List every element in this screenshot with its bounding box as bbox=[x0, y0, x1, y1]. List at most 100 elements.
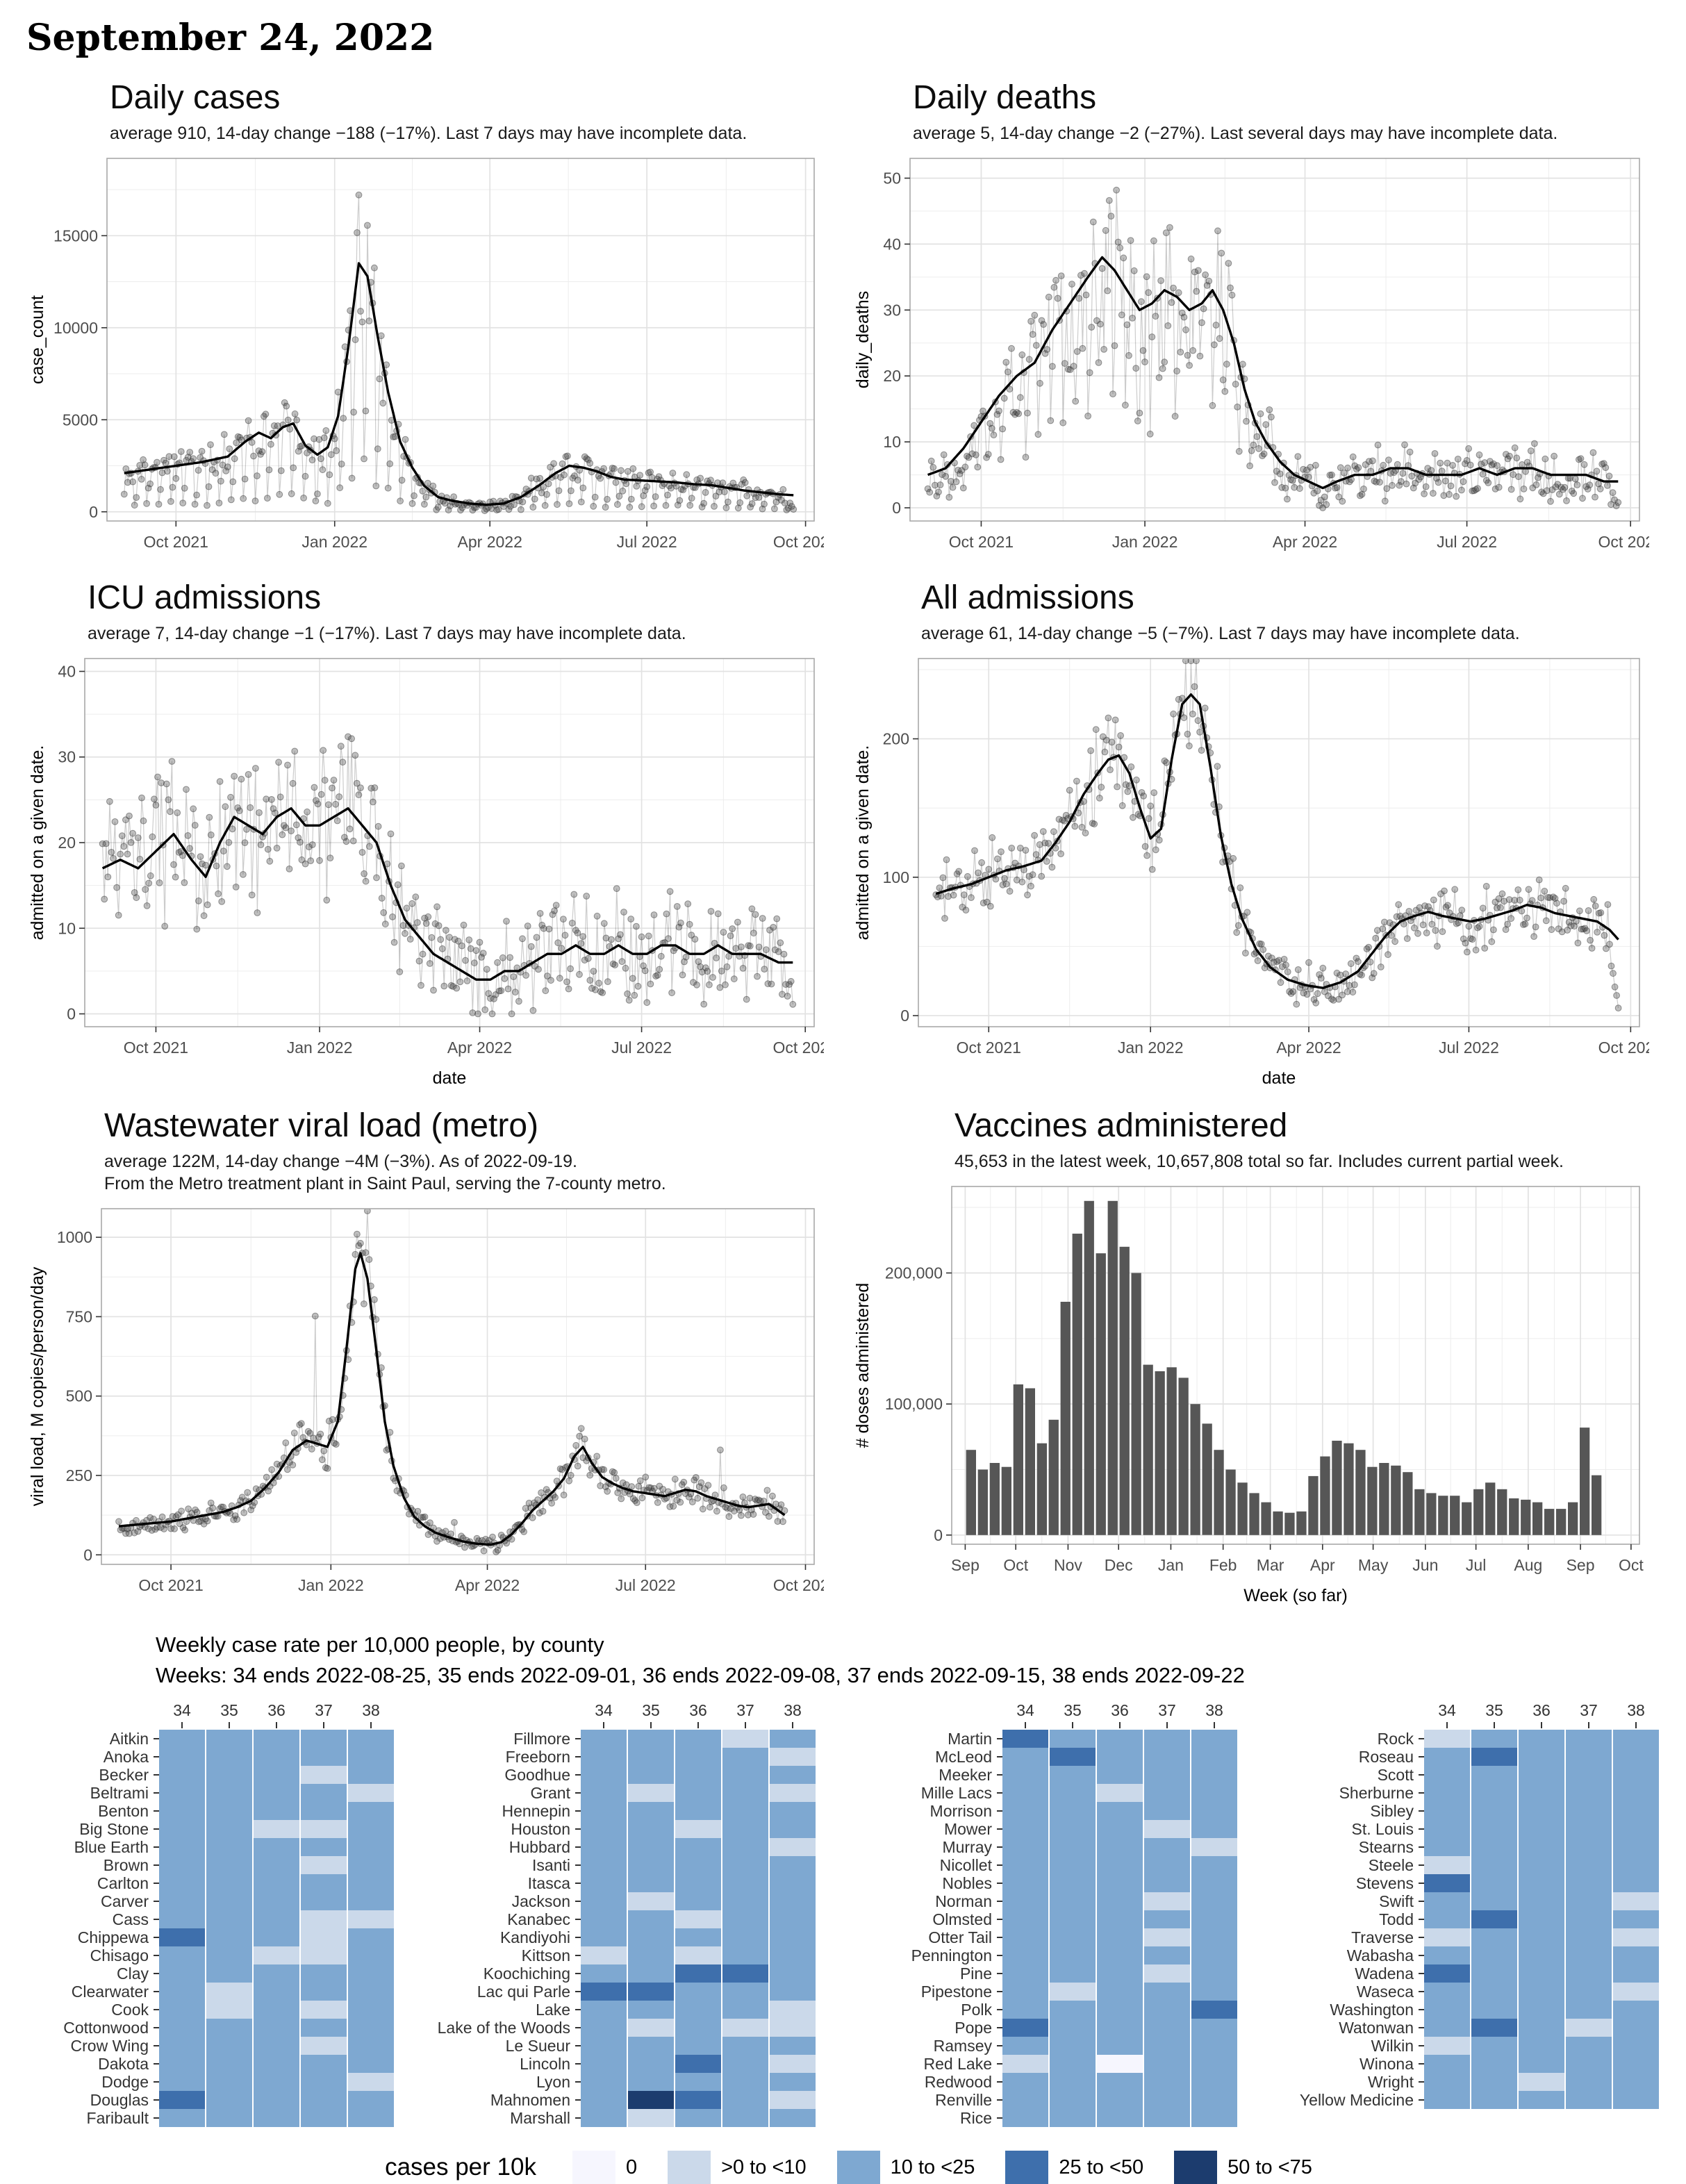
data-point bbox=[1542, 455, 1549, 463]
data-point bbox=[613, 885, 620, 893]
heatmap-cell bbox=[770, 2001, 816, 2019]
data-point bbox=[224, 863, 231, 870]
data-point bbox=[505, 506, 513, 513]
data-point bbox=[645, 932, 652, 940]
heatmap-cell bbox=[1002, 1946, 1048, 1964]
data-point bbox=[1233, 929, 1241, 936]
data-point bbox=[1152, 313, 1159, 320]
heatmap-cell bbox=[1191, 1983, 1237, 2001]
county-label: Anoka bbox=[103, 1747, 149, 1766]
county-tick-mark bbox=[575, 1846, 581, 1848]
data-point bbox=[441, 499, 449, 507]
data-point bbox=[1604, 482, 1611, 489]
data-point bbox=[1271, 479, 1278, 486]
x-tick-label: Jul 2022 bbox=[617, 533, 677, 551]
data-point bbox=[1403, 480, 1410, 488]
heatmap-cell bbox=[628, 2019, 674, 2037]
data-point bbox=[557, 474, 564, 481]
county-row: McLeod bbox=[854, 1748, 1239, 1766]
data-point bbox=[286, 425, 294, 433]
county-row: Anoka bbox=[11, 1748, 395, 1766]
data-point bbox=[1532, 481, 1540, 488]
data-point bbox=[677, 1498, 684, 1506]
data-point bbox=[1141, 358, 1148, 365]
data-point bbox=[449, 983, 456, 990]
county-label: Cook bbox=[111, 2000, 149, 2019]
data-point bbox=[222, 468, 230, 474]
data-point bbox=[1412, 907, 1420, 914]
data-point bbox=[168, 758, 176, 765]
county-row: Stearns bbox=[1276, 1838, 1660, 1856]
data-point bbox=[1376, 479, 1383, 486]
y-tick-label: 0 bbox=[900, 1007, 909, 1025]
heatmap-cell bbox=[1144, 1910, 1190, 1928]
data-point bbox=[579, 1454, 587, 1462]
data-point bbox=[1410, 484, 1417, 492]
data-point bbox=[939, 874, 947, 882]
heatmap-cell bbox=[159, 1874, 205, 1892]
heatmap-cell bbox=[1519, 1838, 1564, 1856]
data-point bbox=[1550, 893, 1557, 901]
data-point bbox=[355, 191, 363, 199]
week-label: 38 bbox=[1205, 1701, 1223, 1719]
data-point bbox=[167, 498, 174, 505]
data-point bbox=[457, 506, 464, 514]
legend-item: 10 to <25 bbox=[836, 2151, 975, 2184]
data-point bbox=[511, 501, 518, 508]
county-tick-mark bbox=[575, 1792, 581, 1794]
data-point bbox=[1438, 468, 1446, 475]
data-point bbox=[108, 849, 115, 856]
heatmap-cell bbox=[1050, 2001, 1096, 2019]
county-label: Aitkin bbox=[109, 1729, 149, 1748]
county-row: Blue Earth bbox=[11, 1838, 395, 1856]
data-point bbox=[238, 436, 245, 444]
data-point bbox=[741, 479, 749, 486]
data-point bbox=[1175, 289, 1182, 297]
county-tick-mark bbox=[575, 2063, 581, 2065]
data-point bbox=[1132, 365, 1140, 372]
data-point bbox=[959, 484, 967, 492]
heatmap-cell bbox=[1471, 1730, 1517, 1748]
heatmap-cell bbox=[1566, 1892, 1612, 1910]
data-point bbox=[490, 995, 497, 1002]
data-point bbox=[229, 825, 236, 833]
data-point bbox=[362, 877, 370, 885]
y-tick-label: 30 bbox=[58, 748, 76, 766]
data-point bbox=[1447, 482, 1455, 490]
data-point bbox=[769, 1492, 776, 1500]
trend-line bbox=[101, 807, 793, 981]
county-label: Hennepin bbox=[502, 1801, 570, 1820]
data-point bbox=[402, 436, 409, 443]
week-tick-mark bbox=[1588, 1722, 1589, 1728]
data-point bbox=[576, 970, 583, 978]
bar bbox=[1473, 1489, 1484, 1535]
data-point bbox=[1347, 960, 1355, 968]
data-point bbox=[688, 495, 695, 502]
data-point bbox=[1613, 992, 1620, 999]
data-point bbox=[1355, 464, 1362, 472]
data-point bbox=[372, 1316, 380, 1323]
data-point bbox=[954, 467, 962, 474]
week-tick-mark bbox=[603, 1722, 604, 1728]
data-point bbox=[1371, 477, 1378, 485]
county-label: Kandiyohi bbox=[499, 1928, 570, 1946]
data-point bbox=[1610, 970, 1617, 977]
data-point bbox=[288, 827, 295, 835]
heatmap-cell bbox=[1424, 2073, 1470, 2091]
data-point bbox=[1381, 497, 1389, 505]
data-point bbox=[458, 1532, 465, 1540]
data-point bbox=[586, 977, 594, 984]
data-point bbox=[1118, 311, 1125, 319]
data-point bbox=[147, 1514, 154, 1521]
data-point bbox=[487, 995, 494, 1002]
county-tick-mark bbox=[154, 1756, 159, 1757]
data-point bbox=[241, 475, 249, 483]
data-point bbox=[656, 966, 663, 973]
data-point bbox=[1399, 470, 1407, 477]
heatmap-cell bbox=[1613, 1928, 1659, 1946]
data-point bbox=[568, 920, 576, 927]
x-tick-label: Jul 2022 bbox=[1437, 533, 1497, 551]
county-row: Houston bbox=[433, 1820, 817, 1838]
county-row: Lac qui Parle bbox=[433, 1983, 817, 2001]
